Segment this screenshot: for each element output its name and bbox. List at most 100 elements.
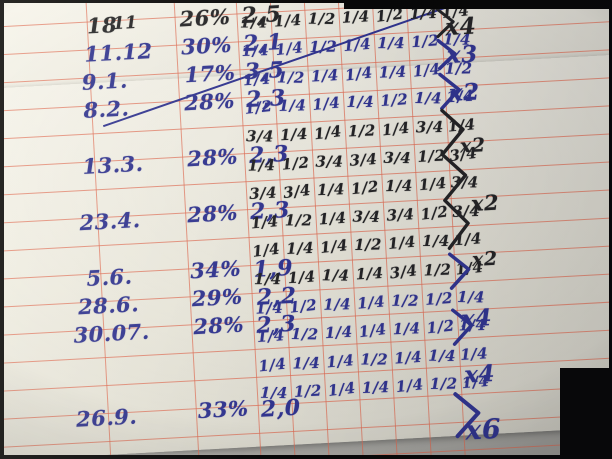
fraction-cell: 1/2: [350, 177, 380, 199]
fraction-cell: 3/4: [383, 148, 412, 167]
fraction-cell: 1/2: [309, 37, 338, 57]
fraction-cell: 1/4: [253, 270, 282, 289]
fraction-cell: 1/4: [343, 63, 374, 85]
fraction-cell: 3/4: [315, 152, 344, 171]
fraction-cell: 1/4: [394, 375, 425, 397]
fraction-cell: 1/4: [325, 350, 355, 372]
fraction-cell: 1/2: [391, 291, 420, 310]
fraction-cell: 1/2: [416, 145, 446, 166]
fraction-cell: 1/4: [239, 13, 268, 32]
multiplier-annotation: x4: [463, 360, 496, 389]
fraction-cell: 1/4: [414, 89, 443, 108]
cell-date-extra: 11: [112, 12, 138, 35]
fraction-cell: 1/2: [288, 295, 319, 317]
cell-percent: 28%: [186, 199, 239, 228]
fraction-cell: 1/2: [284, 211, 313, 230]
fraction-cell: 1/2: [276, 68, 305, 87]
fraction-cell: 1/4: [422, 232, 450, 251]
fraction-cell: 1/2: [293, 381, 323, 402]
fraction-cell: 3/4: [388, 261, 419, 283]
fraction-cell: 1/2: [429, 374, 458, 394]
cell-percent: 26%: [178, 3, 231, 32]
cell-percent: 28%: [192, 311, 245, 340]
fraction-cell: 1/4: [384, 176, 414, 196]
fraction-cell: 1/4: [311, 93, 342, 115]
fraction-cell: 1/2: [280, 152, 311, 174]
fraction-cell: 1/4: [257, 354, 288, 376]
fraction-cell: 1/4: [278, 96, 307, 116]
cell-percent: 28%: [183, 87, 236, 116]
fraction-cell: 1/4: [392, 319, 421, 339]
fraction-cell: 1/4: [355, 263, 384, 284]
multiplier-annotation: x3: [446, 40, 479, 70]
fraction-cell: 1/2: [423, 260, 452, 280]
photo-edge-top-right-crop: [344, 0, 612, 9]
cell-date: 9.1.: [81, 67, 129, 95]
fraction-cell: 3/4: [248, 183, 278, 204]
fraction-cell: 1/2: [347, 121, 377, 141]
fraction-cell: 3/4: [352, 207, 381, 226]
fraction-cell: 1/4: [310, 65, 340, 86]
cell-date: 30.07.: [72, 318, 151, 348]
fraction-cell: 1/2: [243, 97, 274, 119]
fraction-cell: 1/4: [292, 353, 321, 373]
multiplier-annotation: x4: [444, 12, 477, 42]
fraction-cell: 1/4: [378, 62, 407, 82]
fraction-cell: 1/4: [447, 115, 477, 136]
fraction-cell: 1/4: [356, 291, 386, 313]
fraction-cell: 1/4: [241, 41, 270, 61]
cell-percent: 30%: [180, 31, 233, 60]
fraction-cell: 1/4: [456, 287, 486, 306]
fraction-cell: 1/2: [360, 350, 389, 369]
photo-edge-bottom-right-crop: [560, 368, 612, 459]
fraction-cell: 1/4: [357, 320, 388, 342]
fraction-cell: 1/2: [424, 288, 454, 309]
fraction-cell: 1/4: [274, 38, 305, 60]
cell-percent: 29%: [191, 283, 244, 312]
fraction-cell: 1/4: [411, 59, 442, 81]
cell-date: 23.4.: [78, 206, 142, 236]
fraction-cell: 3/4: [386, 204, 415, 225]
fraction-cell: 1/4: [387, 233, 417, 254]
fraction-cell: 1/4: [316, 180, 346, 200]
fraction-cell: 1/4: [346, 93, 375, 112]
fraction-cell: 1/4: [428, 346, 457, 365]
multiplier-annotation: x2: [471, 247, 499, 272]
fraction-cell: 3/4: [348, 149, 378, 170]
fraction-cell: 1/4: [247, 155, 276, 175]
fraction-cell: 1/4: [326, 379, 357, 401]
fraction-cell: 3/4: [245, 127, 275, 146]
fraction-cell: 1/2: [290, 325, 319, 344]
cell-percent: 34%: [189, 255, 242, 284]
multiplier-annotation: x6: [464, 413, 503, 447]
fraction-cell: 1/4: [285, 239, 315, 259]
fraction-cell: 1/4: [312, 122, 343, 144]
fraction-cell: 1/4: [255, 298, 284, 318]
photo-edge-bottom: [0, 455, 612, 459]
fraction-cell: 3/4: [282, 180, 312, 203]
cell-date: 28.6.: [77, 291, 140, 320]
cell-percent: 17%: [183, 59, 236, 88]
fraction-cell: 1/2: [410, 31, 440, 52]
fraction-cell: 1/4: [287, 267, 317, 288]
cell-date: 8.2.: [82, 95, 130, 123]
fraction-cell: 1/2: [353, 235, 383, 255]
fraction-cell: 1/4: [361, 378, 391, 398]
multiplier-annotation: x4: [460, 304, 493, 333]
fraction-cell: 1/4: [323, 294, 352, 314]
fraction-cell: 1/4: [249, 211, 280, 233]
cell-date: 13.3.: [81, 150, 145, 179]
fraction-cell: 1/4: [453, 229, 483, 250]
fraction-cell: 1/4: [318, 208, 348, 229]
fraction-cell: 3/4: [415, 117, 444, 137]
multiplier-annotation: x2: [459, 134, 487, 158]
fraction-cell: 1/4: [324, 322, 354, 343]
fraction-cell: 1/2: [307, 9, 336, 28]
photo-edge-left: [0, 0, 4, 459]
fraction-cell: 1/4: [319, 236, 349, 258]
cell-date: 5.6.: [85, 263, 133, 291]
cell-date: 11.12: [83, 38, 154, 67]
fraction-cell: 1/2: [419, 202, 450, 224]
